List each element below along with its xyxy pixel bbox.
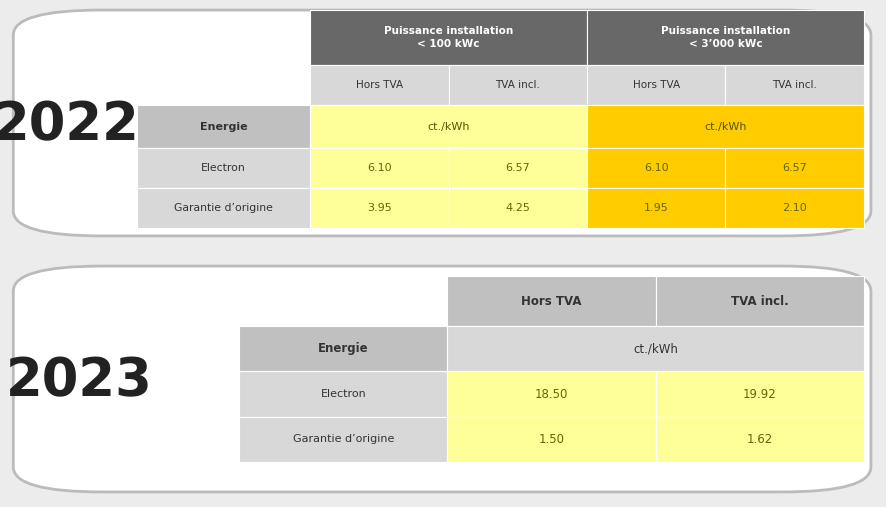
Text: TVA incl.: TVA incl. (773, 80, 817, 90)
Text: Garantie d’origine: Garantie d’origine (175, 203, 273, 213)
Bar (447, 276, 656, 327)
Text: ct./kWh: ct./kWh (427, 122, 470, 132)
Text: 6.10: 6.10 (367, 163, 392, 173)
Bar (310, 148, 448, 188)
Bar (239, 327, 447, 372)
Text: Hors TVA: Hors TVA (521, 295, 582, 308)
Bar (137, 188, 310, 228)
Text: 2023: 2023 (6, 355, 153, 408)
Text: Energie: Energie (200, 122, 247, 132)
Bar (587, 10, 864, 65)
Bar (448, 188, 587, 228)
Text: Energie: Energie (318, 342, 369, 355)
Text: 6.57: 6.57 (505, 163, 530, 173)
Text: 19.92: 19.92 (742, 387, 777, 401)
Bar (137, 148, 310, 188)
Text: TVA incl.: TVA incl. (495, 80, 540, 90)
Bar (447, 327, 864, 372)
Bar (656, 417, 864, 462)
Bar (656, 276, 864, 327)
Text: Garantie d’origine: Garantie d’origine (292, 434, 394, 444)
Text: 2022: 2022 (0, 99, 140, 152)
Text: 3.95: 3.95 (367, 203, 392, 213)
Bar (587, 148, 726, 188)
FancyBboxPatch shape (13, 10, 871, 236)
Bar (448, 148, 587, 188)
Bar (310, 188, 448, 228)
Bar (726, 148, 864, 188)
Text: 6.57: 6.57 (782, 163, 807, 173)
Text: Electron: Electron (321, 389, 366, 399)
Text: 1.95: 1.95 (644, 203, 669, 213)
Bar (587, 65, 726, 105)
Bar (310, 65, 448, 105)
Text: TVA incl.: TVA incl. (731, 295, 789, 308)
FancyBboxPatch shape (13, 266, 871, 492)
Bar (310, 10, 587, 65)
Text: ct./kWh: ct./kWh (633, 342, 678, 355)
Bar (726, 188, 864, 228)
Text: Puissance installation
< 3’000 kWc: Puissance installation < 3’000 kWc (661, 26, 790, 49)
Text: 1.50: 1.50 (539, 433, 564, 446)
Text: ct./kWh: ct./kWh (704, 122, 747, 132)
Bar (587, 105, 864, 148)
Bar (726, 65, 864, 105)
Text: Electron: Electron (201, 163, 246, 173)
Text: Puissance installation
< 100 kWc: Puissance installation < 100 kWc (384, 26, 513, 49)
Text: 1.62: 1.62 (747, 433, 773, 446)
Bar (447, 372, 656, 417)
Bar (656, 372, 864, 417)
Bar (239, 417, 447, 462)
Bar (587, 188, 726, 228)
Bar (448, 65, 587, 105)
Text: Hors TVA: Hors TVA (633, 80, 680, 90)
Text: 18.50: 18.50 (535, 387, 568, 401)
Bar (239, 372, 447, 417)
Text: 4.25: 4.25 (505, 203, 530, 213)
Text: 2.10: 2.10 (782, 203, 807, 213)
Bar (447, 417, 656, 462)
Bar (137, 105, 310, 148)
Bar (310, 105, 587, 148)
Text: 6.10: 6.10 (644, 163, 669, 173)
Text: Hors TVA: Hors TVA (356, 80, 403, 90)
